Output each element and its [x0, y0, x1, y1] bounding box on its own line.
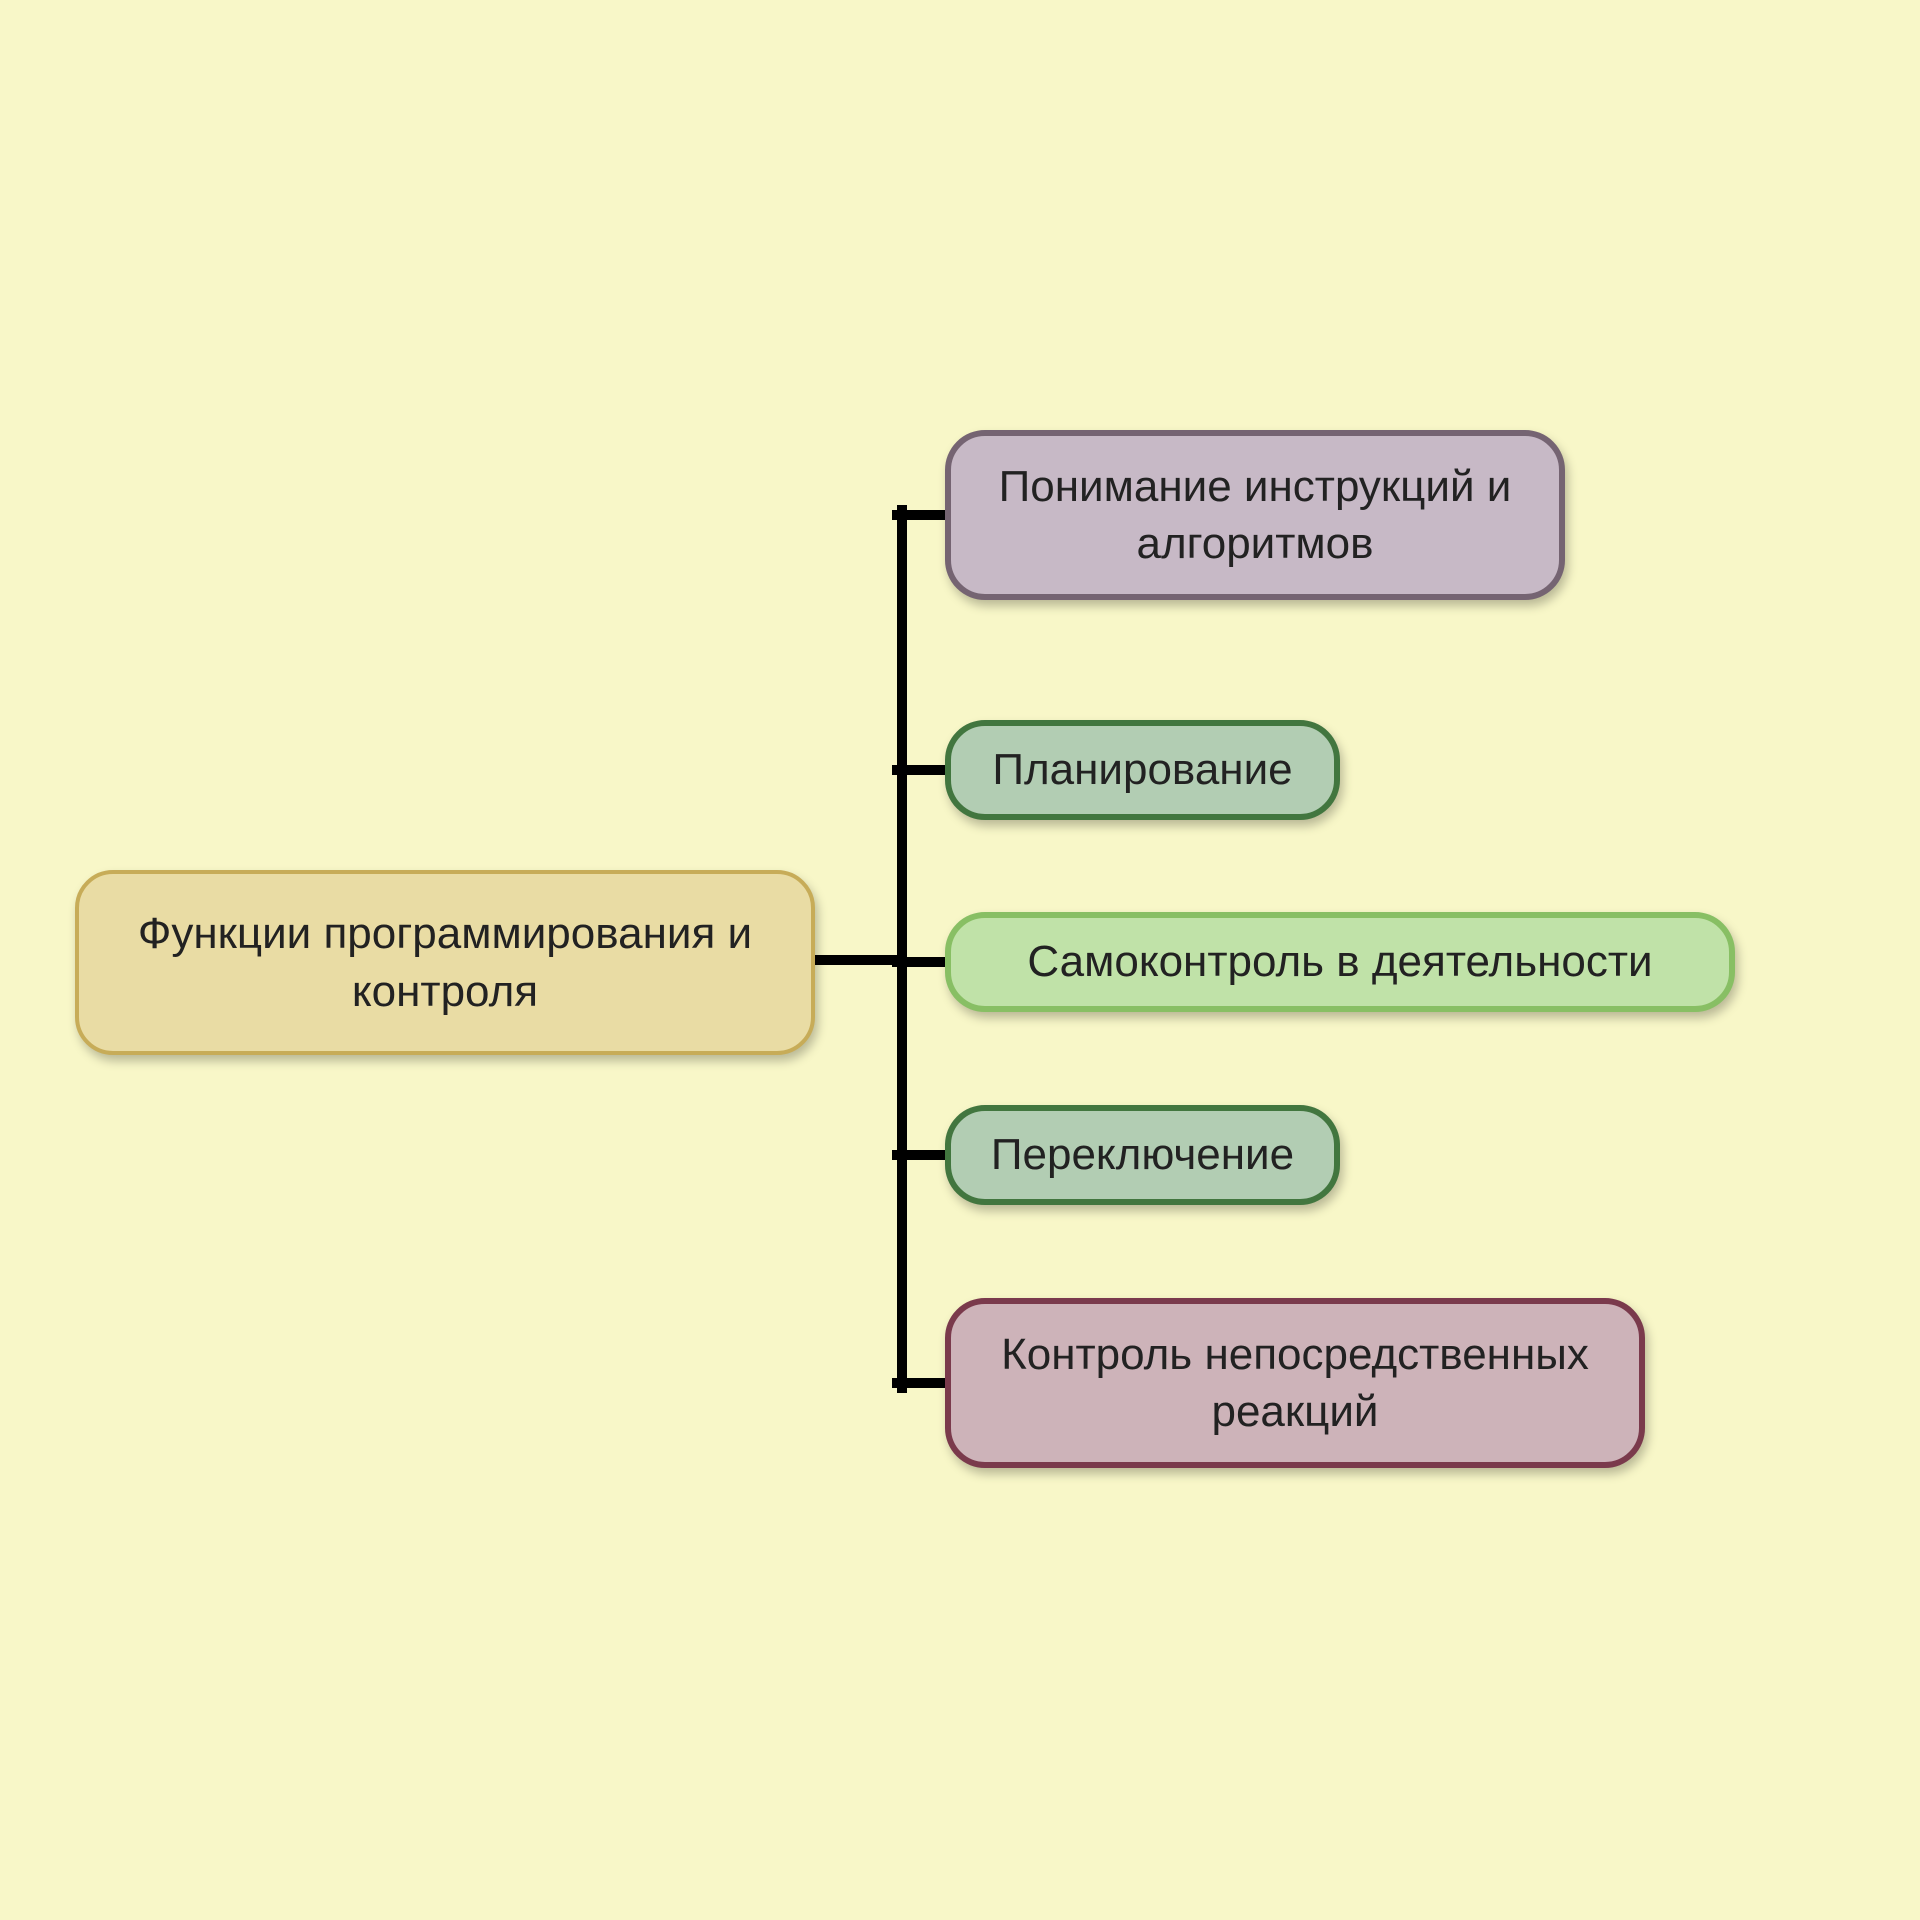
child-node-4: Переключение — [945, 1105, 1340, 1205]
child-node-5: Контроль непосредственных реакций — [945, 1298, 1645, 1468]
child-node-4-label: Переключение — [991, 1126, 1294, 1183]
child-node-2: Планирование — [945, 720, 1340, 820]
root-node-label: Функции программирования и контроля — [109, 905, 781, 1019]
child-node-2-label: Планирование — [992, 741, 1292, 798]
child-node-1: Понимание инструкций и алгоритмов — [945, 430, 1565, 600]
child-node-3-label: Самоконтроль в деятельности — [1027, 933, 1652, 990]
child-node-5-label: Контроль непосредственных реакций — [981, 1326, 1609, 1440]
root-node: Функции программирования и контроля — [75, 870, 815, 1055]
child-node-1-label: Понимание инструкций и алгоритмов — [981, 458, 1529, 572]
child-node-3: Самоконтроль в деятельности — [945, 912, 1735, 1012]
